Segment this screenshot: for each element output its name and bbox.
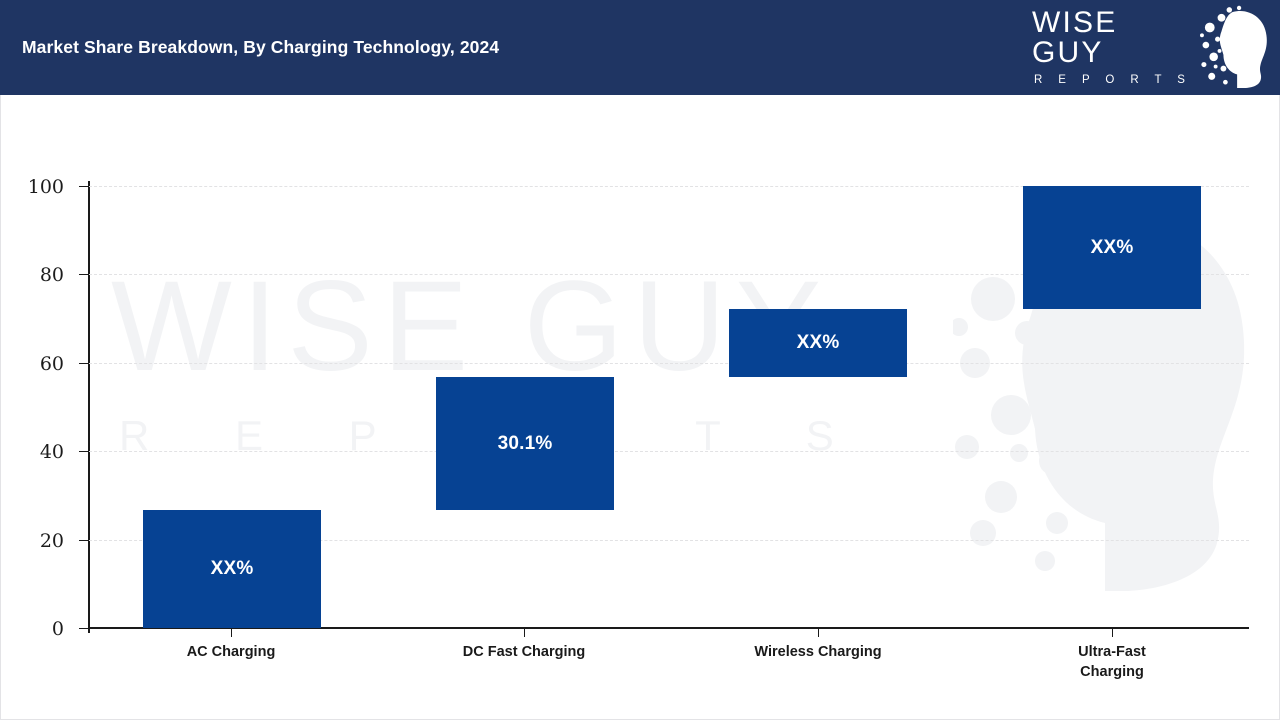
bar-label-wireless-charging: XX% xyxy=(796,332,840,354)
x-tick-ultra-fast-charging xyxy=(1112,628,1113,637)
x-tick-wireless-charging xyxy=(818,628,819,637)
page-header: Market Share Breakdown, By Charging Tech… xyxy=(0,0,1280,95)
y-tick-20: 20 xyxy=(40,530,88,552)
logo-main-text: WISE GUY xyxy=(1032,6,1118,70)
gridline-100 xyxy=(89,186,1249,187)
logo-text: WISE GUY R E P O R T S xyxy=(1032,8,1196,87)
y-tick-label-80: 80 xyxy=(39,264,64,287)
bar-label-ultra-fast-charging: XX% xyxy=(1090,236,1134,258)
waterfall-chart: 100 80 60 40 20 0 xyxy=(1,95,1279,719)
y-tick-60: 60 xyxy=(40,353,88,375)
y-tick-label-0: 0 xyxy=(51,618,64,640)
dotted-head-profile-icon xyxy=(1199,5,1267,88)
gridline-40 xyxy=(89,451,1249,453)
x-tick-dc-fast-charging xyxy=(524,628,525,637)
x-label-wireless-charging: Wireless Charging xyxy=(754,644,882,660)
x-tick-ac-charging xyxy=(231,628,232,637)
bar-dc-fast-charging[interactable]: 30.1% xyxy=(436,377,614,511)
y-tick-40: 40 xyxy=(40,441,88,463)
x-label-ultra-fast-charging: Ultra-Fast Charging xyxy=(1078,644,1146,680)
y-tick-label-20: 20 xyxy=(39,529,64,552)
gridline-20 xyxy=(89,539,1249,541)
y-tick-label-40: 40 xyxy=(39,441,64,464)
bar-ultra-fast-charging[interactable]: XX% xyxy=(1023,186,1201,310)
chart-content-area: WISE GUY R E P O R T S xyxy=(0,95,1280,720)
gridline-80 xyxy=(89,274,1249,276)
y-tick-label-100: 100 xyxy=(27,176,64,198)
bar-wireless-charging[interactable]: XX% xyxy=(729,309,907,378)
logo-sub-text: R E P O R T S xyxy=(1034,74,1192,87)
page-title: Market Share Breakdown, By Charging Tech… xyxy=(22,37,500,57)
gridline-60 xyxy=(89,362,1249,364)
x-axis-line xyxy=(88,627,1249,630)
brand-logo: WISE GUY R E P O R T S xyxy=(1032,0,1280,95)
y-tick-0: 0 xyxy=(52,618,88,640)
bar-label-dc-fast-charging: 30.1% xyxy=(497,432,553,454)
plot-area: 100 80 60 40 20 0 xyxy=(28,176,1249,640)
bar-ac-charging[interactable]: XX% xyxy=(143,510,321,628)
y-tick-label-60: 60 xyxy=(39,352,64,375)
x-label-dc-fast-charging: DC Fast Charging xyxy=(462,644,586,660)
bar-label-ac-charging: XX% xyxy=(210,558,254,580)
x-label-ac-charging: AC Charging xyxy=(186,644,276,660)
y-tick-100: 100 xyxy=(28,176,88,198)
y-tick-80: 80 xyxy=(40,264,88,286)
y-axis-line xyxy=(88,181,90,633)
